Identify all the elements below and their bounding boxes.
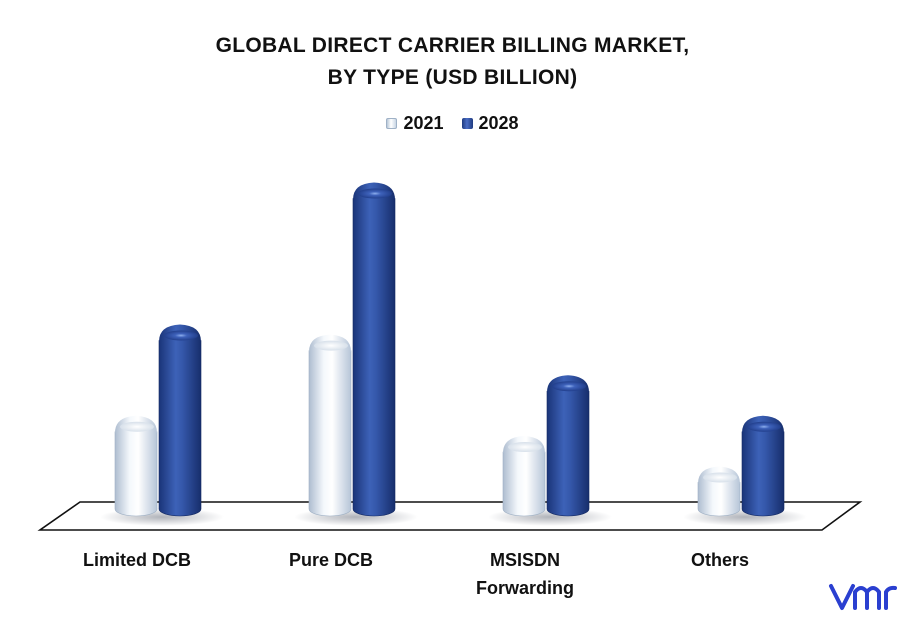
bar-cap (164, 330, 198, 341)
legend-item-2021: 2021 (386, 113, 444, 134)
bar-cap (703, 472, 737, 483)
legend-label-2021: 2021 (403, 113, 444, 133)
category-label-line: Limited DCB (83, 550, 191, 570)
category-label-limited-dcb: Limited DCB (57, 546, 217, 574)
category-label-line: Forwarding (476, 578, 574, 598)
legend-swatch-2028 (461, 118, 473, 129)
bar-others-2028 (741, 415, 785, 517)
bar-cap (747, 421, 781, 432)
bars-layer (100, 182, 807, 526)
legend-swatch-2021 (386, 118, 398, 129)
bar-body (114, 431, 158, 517)
bar-cap (552, 381, 586, 392)
bar-body (308, 350, 352, 517)
bar-msisdn-forwarding-2028 (546, 375, 590, 517)
chart-title-line1: GLOBAL DIRECT CARRIER BILLING MARKET, (215, 34, 690, 57)
chart-legend: 2021 2028 (0, 113, 905, 134)
chart-floor (37, 501, 863, 531)
category-label-line: Others (690, 550, 750, 570)
legend-item-2028: 2028 (461, 113, 519, 134)
chart-title-line2: BY TYPE (USD BILLION) (327, 66, 578, 89)
chart-title: GLOBAL DIRECT CARRIER BILLING MARKET, BY… (0, 30, 905, 94)
bar-cap (508, 442, 542, 453)
bar-body (502, 451, 546, 517)
category-label-others: Others (640, 546, 800, 574)
bar-msisdn-forwarding-2021 (502, 436, 546, 517)
bar-others-2021 (697, 466, 741, 517)
vmr-logo-icon (829, 584, 897, 610)
bar-cap (358, 188, 392, 199)
bar-body (546, 390, 590, 517)
bar-pure-dcb-2021 (308, 334, 352, 517)
bar-body (697, 482, 741, 517)
bar-limited-dcb-2021 (114, 415, 158, 517)
bar-body (158, 340, 202, 517)
legend-label-2028: 2028 (478, 113, 519, 133)
bar-limited-dcb-2028 (158, 324, 202, 517)
bar-body (352, 198, 396, 517)
bar-cap (314, 340, 348, 351)
bar-body (741, 431, 785, 517)
category-label-line: Pure DCB (288, 550, 373, 570)
bar-pure-dcb-2028 (352, 182, 396, 517)
category-label-pure-dcb: Pure DCB (251, 546, 411, 574)
bar-cap (120, 421, 154, 432)
category-label-msisdn-forwarding: MSISDN Forwarding (445, 546, 605, 602)
category-label-line: MSISDN (489, 550, 560, 570)
